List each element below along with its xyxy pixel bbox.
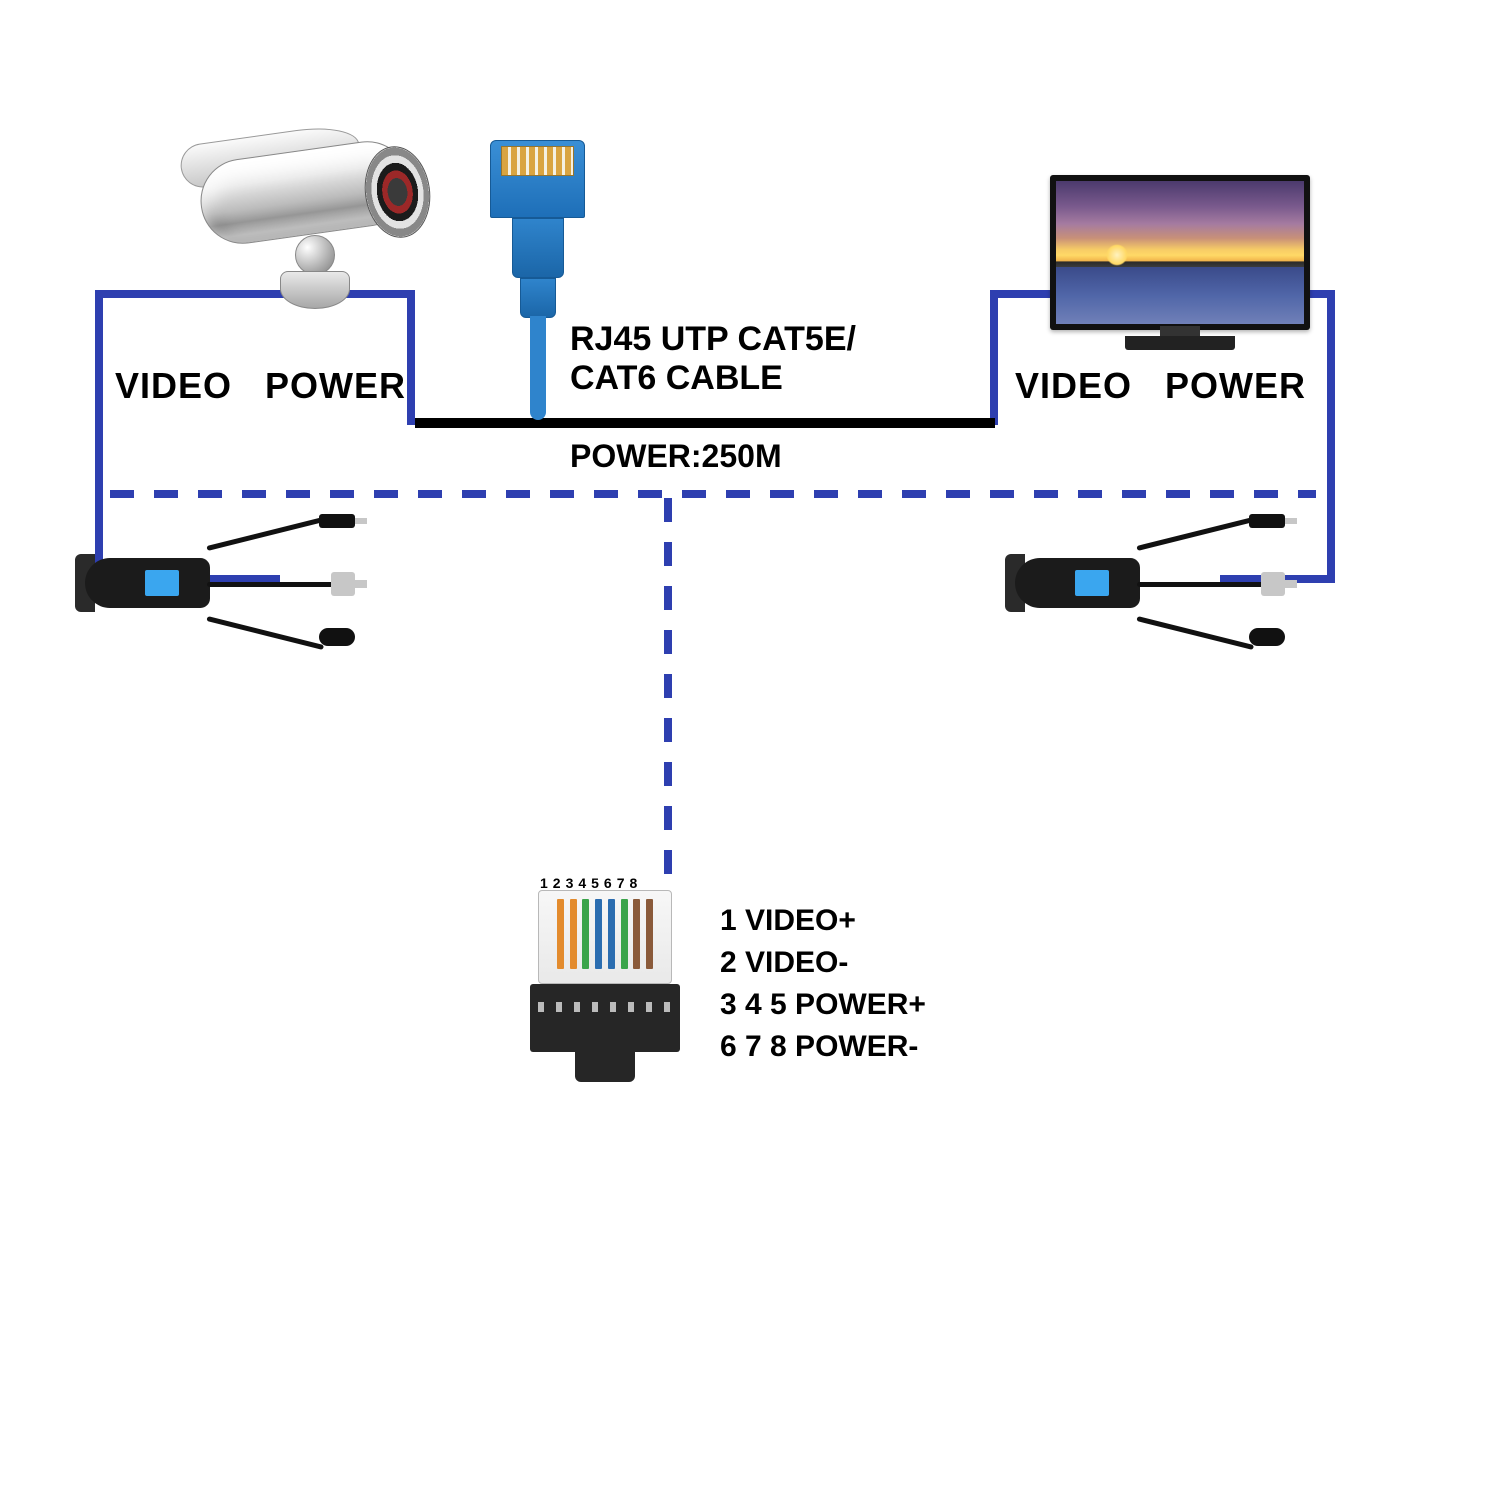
pinout-row-3: 3 4 5 POWER+ [720, 984, 926, 1026]
pinout-legend: 1 VIDEO+ 2 VIDEO- 3 4 5 POWER+ 6 7 8 POW… [720, 900, 926, 1068]
cable-type-label: RJ45 UTP CAT5E/ CAT6 CABLE [570, 320, 856, 398]
left-power-label: POWER [265, 365, 406, 406]
pin-2 [570, 899, 577, 969]
power-distance-label: POWER:250M [570, 438, 782, 475]
pin-7 [633, 899, 640, 969]
pinout-numbers: 12345678 [540, 875, 642, 891]
dashed-power-line-h [110, 490, 1316, 498]
video-balun-left-icon [85, 520, 365, 635]
cable-label-line1: RJ45 UTP CAT5E/ [570, 320, 856, 359]
pin-1 [557, 899, 564, 969]
rj45-pinout-icon [530, 890, 680, 1090]
pin-4 [595, 899, 602, 969]
pinout-row-1: 1 VIDEO+ [720, 900, 926, 942]
left-video-power-label: VIDEO POWER [115, 365, 406, 407]
cat-cable-line [415, 418, 995, 428]
dashed-power-line-v [664, 498, 672, 886]
cctv-camera-icon [170, 140, 430, 330]
pinout-row-4: 6 7 8 POWER- [720, 1026, 926, 1068]
pinout-wires [557, 899, 653, 969]
left-video-label: VIDEO [115, 365, 232, 406]
pinout-row-2: 2 VIDEO- [720, 942, 926, 984]
right-power-label: POWER [1165, 365, 1306, 406]
right-bracket-right [1327, 290, 1335, 583]
right-bracket-left [990, 290, 998, 425]
diagram-canvas: 12345678 VIDEO POWER VIDEO POWER RJ45 UT… [0, 0, 1500, 1500]
monitor-icon [1050, 175, 1310, 350]
pin-5 [608, 899, 615, 969]
pin-8 [646, 899, 653, 969]
pin-3 [582, 899, 589, 969]
right-video-power-label: VIDEO POWER [1015, 365, 1306, 407]
pin-6 [621, 899, 628, 969]
right-video-label: VIDEO [1015, 365, 1132, 406]
video-balun-right-icon [1015, 520, 1295, 635]
cable-label-line2: CAT6 CABLE [570, 359, 856, 398]
